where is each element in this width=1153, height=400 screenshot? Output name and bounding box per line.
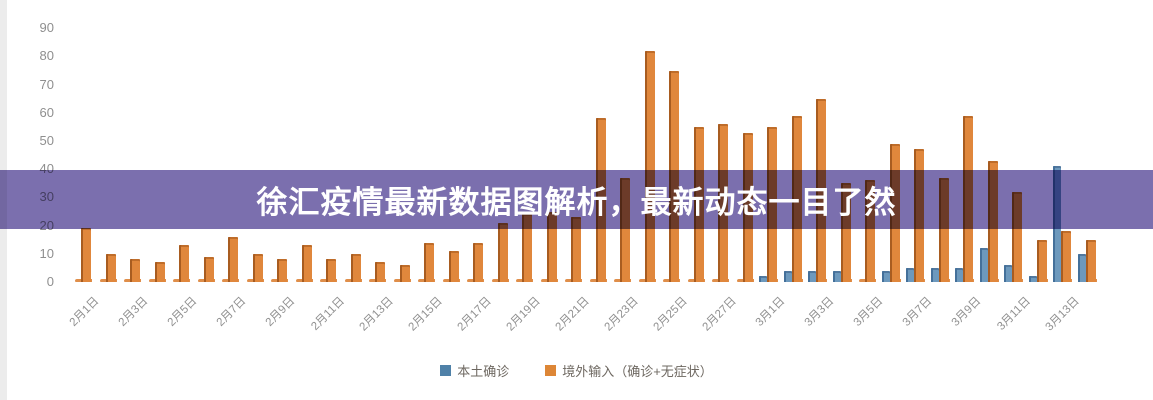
bar-imported	[350, 253, 361, 282]
bar-imported	[448, 250, 459, 282]
x-axis-label: 2月1日	[67, 295, 102, 329]
bar-imported	[130, 259, 140, 282]
x-axis-label: 2月9日	[263, 295, 298, 329]
bar-local	[832, 270, 841, 282]
x-axis-label: 3月5日	[851, 295, 886, 329]
x-axis-label: 3月9日	[949, 295, 984, 329]
y-axis-label: 50	[39, 133, 54, 148]
legend-item-local: 本土确诊	[440, 361, 509, 380]
page-title: 徐汇疫情最新数据图解析，最新动态一目了然	[256, 185, 897, 220]
legend-label-imported: 境外输入（确诊+无症状）	[562, 364, 713, 379]
legend-label-local: 本土确诊	[457, 364, 510, 379]
y-axis-label: 80	[39, 48, 54, 64]
x-axis-label: 2月21日	[553, 295, 592, 334]
x-axis-label: 2月27日	[700, 295, 739, 334]
x-axis-label: 3月3日	[802, 295, 837, 329]
y-axis-label: 70	[39, 76, 54, 92]
bar-imported	[424, 242, 434, 282]
y-axis-label: 60	[39, 104, 54, 120]
bar-imported	[326, 259, 336, 282]
y-axis-label: 0	[46, 274, 54, 289]
bar-imported	[399, 265, 410, 282]
bar-imported	[522, 214, 532, 282]
bar-imported	[228, 236, 238, 282]
bar-local	[783, 270, 792, 282]
bar-local	[955, 267, 963, 282]
bar-local	[759, 276, 767, 282]
x-axis-label: 2月5日	[165, 295, 200, 329]
bar-imported	[497, 222, 508, 282]
bar-imported	[301, 245, 312, 282]
bar-imported	[546, 211, 557, 282]
bar-imported	[154, 262, 165, 282]
bar-local	[1028, 276, 1037, 282]
bar-local	[979, 248, 988, 282]
bar-imported	[203, 256, 214, 282]
bar-imported	[252, 253, 263, 282]
bar-imported	[571, 217, 581, 282]
y-axis-label: 10	[39, 245, 54, 261]
bar-local	[881, 270, 890, 282]
bar-local	[1004, 265, 1012, 282]
x-axis-label: 2月3日	[116, 295, 151, 329]
title-banner	[0, 170, 1153, 229]
x-axis-label: 2月7日	[214, 295, 249, 329]
y-axis-label: 90	[39, 20, 54, 36]
x-axis-label: 2月19日	[504, 295, 543, 334]
x-axis-label: 3月13日	[1043, 295, 1082, 334]
legend-swatch-local	[440, 365, 452, 376]
bar-imported	[840, 183, 851, 282]
bar-local	[1077, 253, 1086, 282]
bar-imported	[620, 177, 630, 282]
x-axis-label: 2月17日	[455, 295, 494, 334]
bar-imported	[473, 242, 483, 282]
x-axis-label: 2月23日	[602, 295, 641, 334]
bar-imported	[644, 50, 655, 282]
bar-imported	[375, 262, 385, 282]
bar-local	[930, 267, 939, 282]
bar-imported	[277, 259, 287, 282]
x-axis-label: 3月1日	[753, 295, 788, 329]
bar-local	[906, 267, 914, 282]
bar-imported	[1012, 191, 1022, 282]
bar-imported	[865, 180, 875, 282]
bar-imported	[179, 245, 189, 282]
x-axis-label: 2月13日	[357, 295, 396, 334]
bar-imported	[105, 253, 116, 282]
x-axis-label: 2月11日	[308, 295, 347, 333]
bar-imported	[938, 177, 949, 282]
x-axis-label: 3月7日	[900, 295, 935, 329]
x-axis-label: 3月11日	[994, 295, 1033, 333]
x-axis-label: 2月15日	[406, 295, 445, 334]
chart-legend: 本土确诊 境外输入（确诊+无症状）	[0, 361, 1153, 380]
bar-imported	[81, 228, 91, 282]
bar-imported	[1036, 239, 1047, 282]
legend-item-imported: 境外输入（确诊+无症状）	[545, 361, 713, 380]
bar-local	[808, 270, 816, 282]
bar-imported	[1085, 239, 1096, 282]
x-axis-label: 2月25日	[651, 295, 690, 334]
bar-imported	[1061, 231, 1071, 282]
legend-swatch-imported	[545, 365, 557, 376]
